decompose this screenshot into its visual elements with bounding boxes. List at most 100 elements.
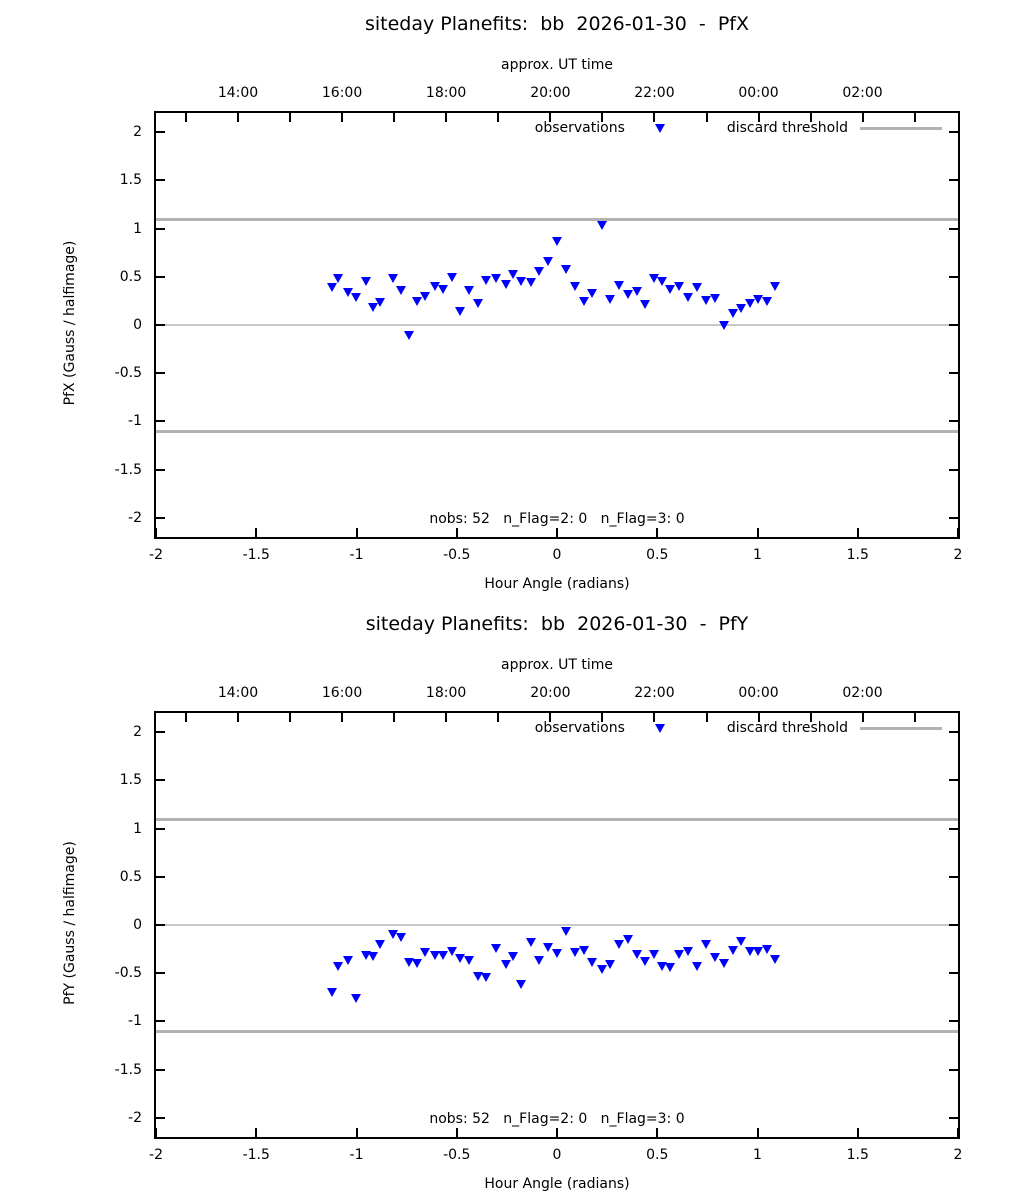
y-axis-tick-mirror	[949, 827, 958, 830]
data-point	[375, 298, 386, 308]
y-axis-tick	[156, 275, 165, 278]
x-axis-tick	[556, 528, 558, 537]
data-point	[622, 289, 633, 299]
data-point	[762, 944, 773, 954]
ut-axis-minor-tick	[809, 713, 812, 722]
data-point	[596, 221, 607, 231]
y-tick-label: -1.5	[114, 1061, 142, 1078]
x-tick-label: -0.5	[443, 547, 471, 563]
y-axis-tick	[156, 1068, 165, 1071]
data-point	[604, 960, 615, 969]
discard-threshold-line-sample	[860, 126, 942, 130]
ut-axis-tick	[861, 713, 864, 722]
y-axis-tick	[156, 731, 165, 734]
y-axis-tick-mirror	[949, 131, 958, 134]
ut-axis-minor-tick	[809, 113, 812, 122]
data-point	[622, 934, 633, 944]
data-point	[691, 282, 702, 292]
data-point	[569, 948, 580, 958]
data-point	[332, 274, 343, 284]
data-point	[464, 956, 475, 966]
x-tick-label: -0.5	[443, 1147, 471, 1163]
x-axis-tick	[656, 528, 659, 537]
y-tick-label: 0.5	[119, 268, 142, 285]
data-point	[578, 297, 589, 307]
ut-axis-tick	[861, 113, 864, 122]
y-axis-tick-mirror	[949, 1020, 958, 1023]
pfy-ut-axis-label: approx. UT time	[501, 657, 613, 673]
data-point	[361, 951, 372, 961]
y-axis-tick	[156, 1020, 165, 1023]
y-axis-tick	[156, 1116, 165, 1119]
y-tick-label: -0.5	[114, 365, 142, 382]
data-point	[473, 971, 484, 981]
data-point	[526, 937, 537, 947]
legend-observations-label: observations	[534, 720, 625, 736]
x-tick-label: 1	[753, 547, 762, 563]
pfx-chart: siteday Planefits: bb 2026-01-30 - PfX a…	[62, 13, 962, 592]
ut-tick-label: 02:00	[842, 85, 883, 101]
data-point	[744, 946, 755, 956]
legend-discard-threshold-label: discard threshold	[726, 120, 848, 136]
data-point	[508, 270, 519, 280]
data-point	[438, 951, 449, 961]
data-point	[727, 308, 738, 318]
y-tick-label: -2	[128, 1109, 142, 1126]
pfy-chart-title: siteday Planefits: bb 2026-01-30 - PfY	[365, 613, 749, 635]
ut-axis-minor-tick	[913, 713, 916, 722]
y-axis-tick-mirror	[949, 1068, 958, 1071]
y-tick-label: 0	[133, 917, 142, 933]
y-axis-tick	[156, 516, 165, 519]
pfy-legend: observations discard threshold	[535, 720, 942, 736]
data-point	[481, 276, 492, 286]
ut-axis-minor-tick	[601, 113, 604, 122]
data-point	[412, 297, 423, 307]
ut-axis-minor-tick	[289, 713, 292, 722]
data-point	[388, 930, 399, 940]
y-tick-label: 0	[133, 317, 142, 333]
data-point	[396, 933, 407, 943]
ut-tick-label: 20:00	[530, 685, 571, 701]
data-point	[526, 278, 537, 288]
x-tick-label: 2	[953, 1147, 963, 1163]
x-tick-label: 1.5	[846, 1147, 869, 1163]
y-axis-tick	[156, 227, 165, 230]
ut-tick-label: 02:00	[842, 685, 883, 701]
x-tick-label: -1.5	[242, 1147, 270, 1163]
y-axis-tick	[156, 972, 165, 975]
data-point	[664, 962, 675, 972]
data-point	[718, 959, 729, 969]
y-axis-tick-mirror	[949, 275, 958, 278]
x-axis-tick	[155, 1128, 157, 1137]
ut-tick-label: 22:00	[634, 685, 675, 701]
data-point	[447, 947, 458, 957]
data-point	[560, 264, 571, 274]
y-tick-label: -1	[128, 1013, 142, 1030]
x-axis-tick	[957, 1128, 959, 1137]
data-point	[753, 946, 763, 956]
y-tick-label: 0.5	[119, 868, 142, 885]
x-tick-label: 1	[753, 1147, 762, 1163]
data-point	[342, 287, 353, 297]
data-point	[332, 961, 343, 971]
data-point	[420, 948, 431, 958]
legend-discard-threshold-label: discard threshold	[726, 720, 848, 736]
ut-axis-minor-tick	[184, 713, 187, 722]
ut-axis-tick	[341, 113, 344, 122]
y-tick-label: -0.5	[114, 965, 142, 982]
data-point	[412, 959, 423, 969]
data-point	[664, 284, 675, 294]
discard-threshold-line-sample	[860, 726, 942, 730]
data-point	[361, 277, 372, 287]
x-tick-label: 0	[552, 1147, 562, 1163]
ut-tick-label: 22:00	[634, 85, 675, 101]
data-point	[770, 281, 781, 291]
data-point	[753, 295, 763, 305]
y-axis-tick-mirror	[949, 468, 958, 471]
y-axis-tick-mirror	[949, 179, 958, 182]
data-point	[604, 295, 615, 305]
x-axis-tick	[255, 528, 258, 537]
y-tick-label: 2	[133, 124, 142, 141]
data-point	[543, 256, 554, 266]
